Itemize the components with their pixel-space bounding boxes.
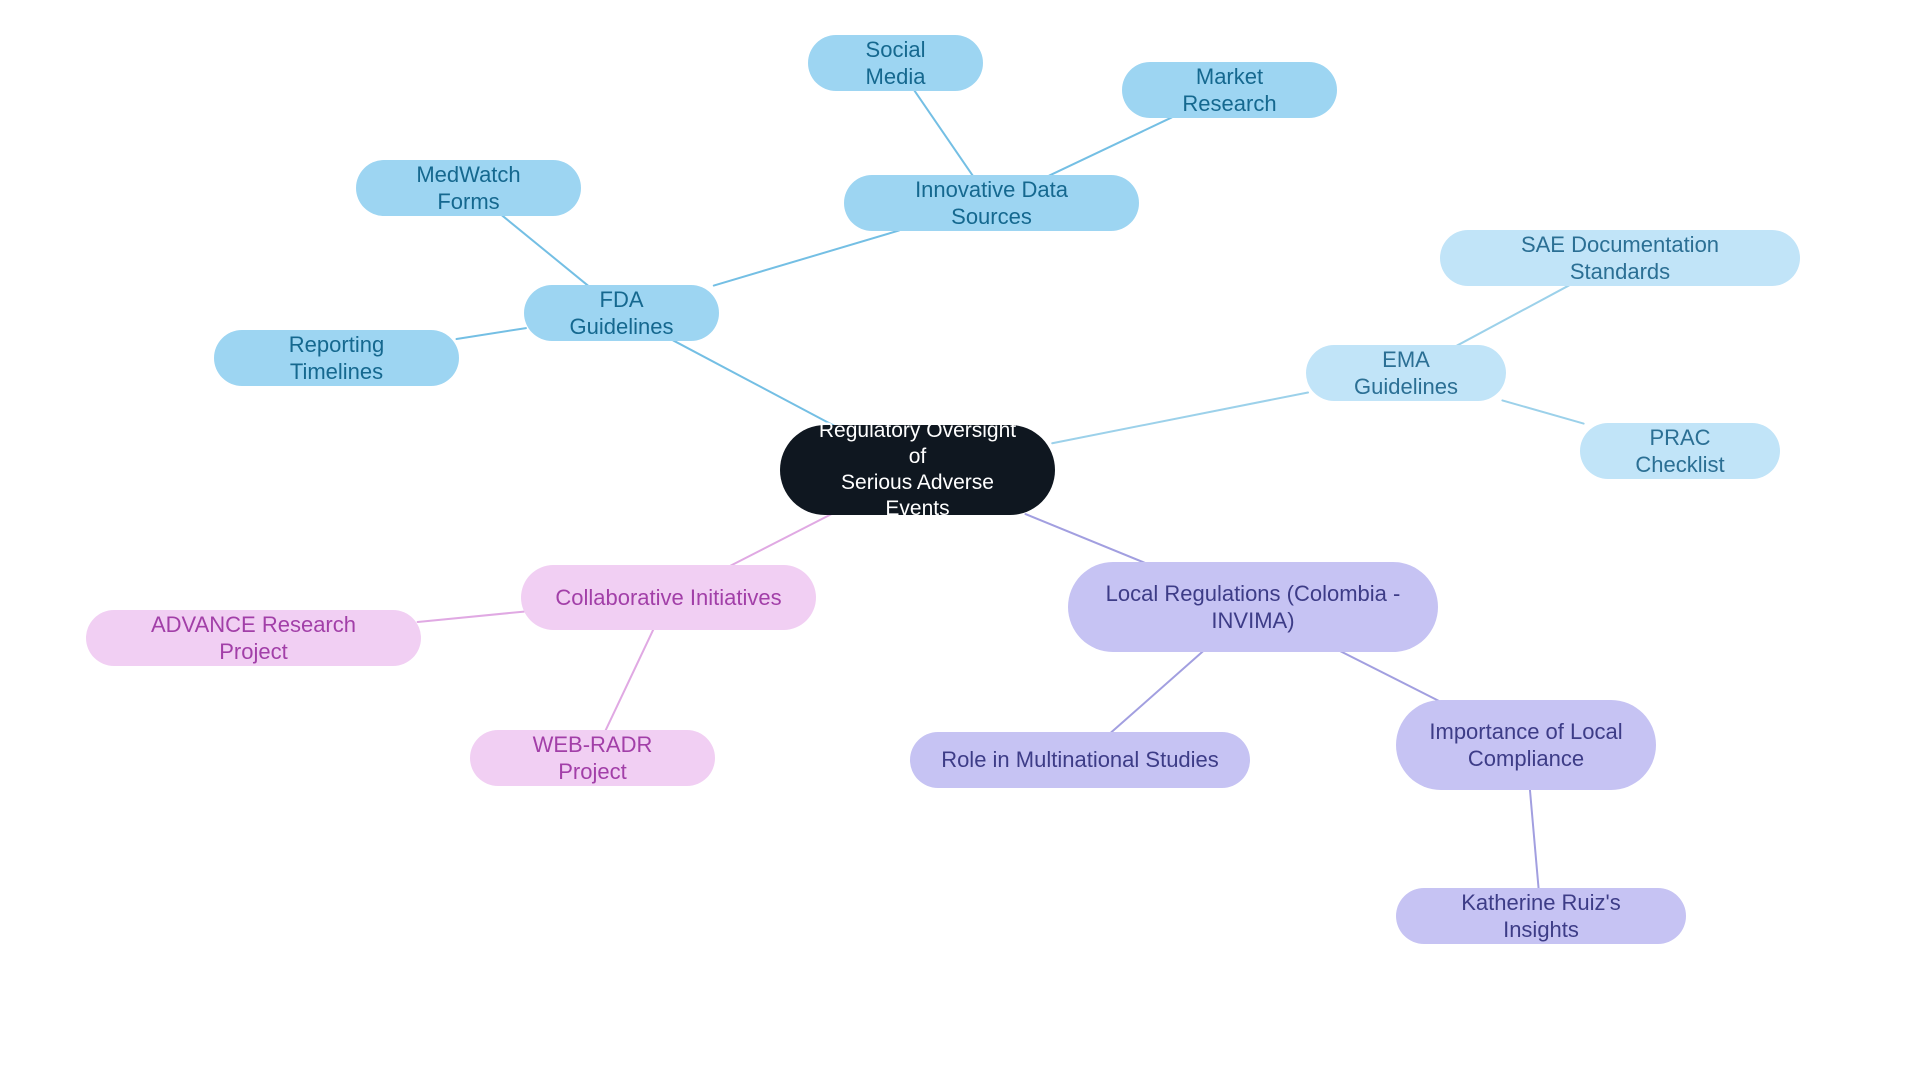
node-fda_innov: Innovative Data Sources xyxy=(844,175,1139,231)
edge xyxy=(1530,789,1539,888)
node-label: Role in Multinational Studies xyxy=(941,746,1219,774)
node-local_kat: Katherine Ruiz's Insights xyxy=(1396,888,1686,944)
node-label: Collaborative Initiatives xyxy=(555,584,781,612)
node-local_multi: Role in Multinational Studies xyxy=(910,732,1250,788)
edge xyxy=(1502,400,1583,423)
node-label: WEB-RADR Project xyxy=(498,731,687,786)
edge xyxy=(1340,651,1439,701)
edge xyxy=(457,328,526,339)
node-label: ADVANCE Research Project xyxy=(114,611,393,666)
edge xyxy=(1025,514,1145,563)
edge xyxy=(1049,117,1171,175)
node-root: Regulatory Oversight of Serious Adverse … xyxy=(780,425,1055,515)
node-collab_advance: ADVANCE Research Project xyxy=(86,610,421,666)
node-label: MedWatch Forms xyxy=(384,161,553,216)
node-fda_market: Market Research xyxy=(1122,62,1337,118)
node-label: FDA Guidelines xyxy=(552,286,691,341)
edge xyxy=(1052,392,1308,443)
edge xyxy=(673,340,834,425)
node-label: SAE Documentation Standards xyxy=(1468,231,1772,286)
node-label: Regulatory Oversight of Serious Adverse … xyxy=(808,418,1027,523)
node-label: EMA Guidelines xyxy=(1334,346,1478,401)
edge xyxy=(714,230,899,285)
edge xyxy=(605,629,653,730)
node-label: Katherine Ruiz's Insights xyxy=(1424,889,1658,944)
node-fda_timelines: Reporting Timelines xyxy=(214,330,459,386)
node-fda_social: Social Media xyxy=(808,35,983,91)
node-fda: FDA Guidelines xyxy=(524,285,719,341)
node-collab: Collaborative Initiatives xyxy=(521,565,816,630)
node-collab_webradr: WEB-RADR Project xyxy=(470,730,715,786)
node-local: Local Regulations (Colombia - INVIMA) xyxy=(1068,562,1438,652)
diagram-canvas: Regulatory Oversight of Serious Adverse … xyxy=(0,0,1920,1083)
node-label: Reporting Timelines xyxy=(242,331,431,386)
node-label: Market Research xyxy=(1150,63,1309,118)
node-label: Social Media xyxy=(836,36,955,91)
edge xyxy=(418,612,524,622)
node-ema_prac: PRAC Checklist xyxy=(1580,423,1780,479)
node-fda_medwatch: MedWatch Forms xyxy=(356,160,581,216)
node-label: Local Regulations (Colombia - INVIMA) xyxy=(1106,580,1401,635)
node-ema_sae: SAE Documentation Standards xyxy=(1440,230,1800,286)
edge xyxy=(914,90,972,175)
node-ema: EMA Guidelines xyxy=(1306,345,1506,401)
node-label: PRAC Checklist xyxy=(1608,424,1752,479)
node-local_comp: Importance of Local Compliance xyxy=(1396,700,1656,790)
edge xyxy=(1111,651,1203,732)
node-label: Innovative Data Sources xyxy=(872,176,1111,231)
node-label: Importance of Local Compliance xyxy=(1429,718,1622,773)
edge xyxy=(1457,285,1569,345)
edge xyxy=(502,215,588,285)
